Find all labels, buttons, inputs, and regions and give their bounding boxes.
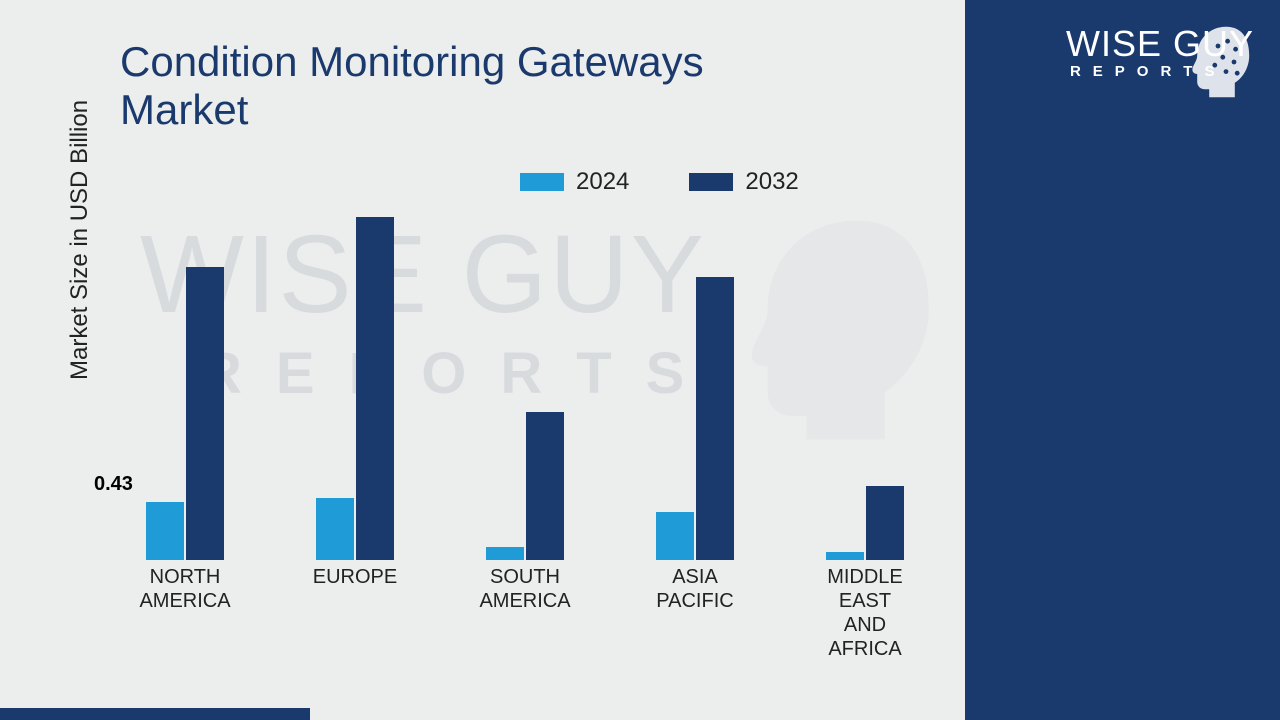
- bar-2032: [356, 217, 394, 560]
- bar-group: 0.43: [110, 267, 260, 560]
- bar-2032: [866, 486, 904, 560]
- brand-head-icon: [1178, 22, 1258, 102]
- legend-item-2024: 2024: [520, 168, 629, 196]
- bar-2024: [486, 547, 524, 560]
- x-axis-label: ASIAPACIFIC: [620, 565, 770, 661]
- chart-title: Condition Monitoring Gateways Market: [120, 38, 840, 135]
- bar-2032: [186, 267, 224, 560]
- bar-2024: [146, 502, 184, 560]
- bottom-accent-bar: [0, 708, 310, 720]
- bar-2032: [526, 412, 564, 560]
- page: WISE GUY REPORTS WISE GUY REPORTS Condit…: [0, 0, 1280, 720]
- legend-label-2032: 2032: [745, 168, 798, 196]
- legend-swatch-2024: [520, 173, 564, 191]
- brand-logo: WISE GUY REPORTS: [1066, 26, 1254, 79]
- bar-chart: 0.43: [100, 210, 950, 560]
- legend-swatch-2032: [689, 173, 733, 191]
- x-axis-labels: NORTHAMERICAEUROPESOUTHAMERICAASIAPACIFI…: [100, 565, 950, 661]
- x-axis-label: MIDDLEEASTANDAFRICA: [790, 565, 940, 661]
- legend-label-2024: 2024: [576, 168, 629, 196]
- bar-2024: [316, 498, 354, 560]
- x-axis-label: SOUTHAMERICA: [450, 565, 600, 661]
- x-axis-label: NORTHAMERICA: [110, 565, 260, 661]
- bar-value-label: 0.43: [94, 473, 133, 496]
- bar-group: [620, 277, 770, 560]
- legend: 2024 2032: [520, 168, 799, 196]
- bar-group: [790, 486, 940, 560]
- y-axis-label: Market Size in USD Billion: [66, 100, 94, 380]
- bar-2024: [826, 552, 864, 560]
- bar-group: [280, 217, 430, 560]
- legend-item-2032: 2032: [689, 168, 798, 196]
- bar-2024: [656, 512, 694, 560]
- bar-2032: [696, 277, 734, 560]
- x-axis-label: EUROPE: [280, 565, 430, 661]
- bar-group: [450, 412, 600, 560]
- right-band: [965, 0, 1280, 720]
